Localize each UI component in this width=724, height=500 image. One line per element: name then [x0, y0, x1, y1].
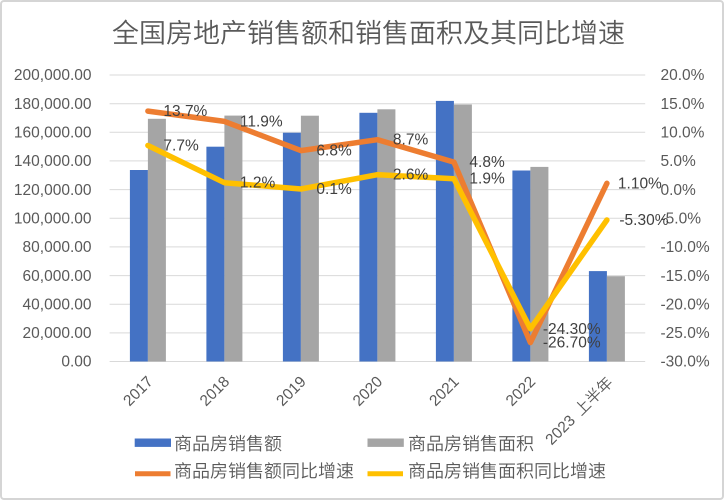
- svg-text:-26.70%: -26.70%: [543, 335, 601, 352]
- svg-text:7.7%: 7.7%: [163, 138, 199, 155]
- svg-text:40,000.00: 40,000.00: [23, 296, 92, 313]
- svg-text:-25.0%: -25.0%: [661, 325, 710, 342]
- svg-text:-5.0%: -5.0%: [661, 210, 702, 227]
- svg-text:-20.0%: -20.0%: [661, 296, 710, 313]
- svg-text:1.9%: 1.9%: [469, 171, 505, 188]
- svg-text:200,000.00: 200,000.00: [14, 67, 92, 84]
- svg-text:5.0%: 5.0%: [661, 153, 697, 170]
- svg-text:120,000.00: 120,000.00: [14, 182, 92, 199]
- svg-text:-30.0%: -30.0%: [661, 354, 710, 371]
- svg-text:60,000.00: 60,000.00: [23, 268, 92, 285]
- svg-text:0.1%: 0.1%: [316, 181, 352, 198]
- svg-text:20.0%: 20.0%: [661, 67, 705, 84]
- svg-text:80,000.00: 80,000.00: [23, 239, 92, 256]
- svg-text:1.10%: 1.10%: [618, 175, 662, 192]
- svg-text:13.7%: 13.7%: [163, 103, 207, 120]
- svg-text:-15.0%: -15.0%: [661, 268, 710, 285]
- svg-text:-10.0%: -10.0%: [661, 239, 710, 256]
- svg-text:100,000.00: 100,000.00: [14, 210, 92, 227]
- svg-text:6.8%: 6.8%: [316, 143, 352, 160]
- svg-text:15.0%: 15.0%: [661, 96, 705, 113]
- svg-text:180,000.00: 180,000.00: [14, 96, 92, 113]
- svg-text:20,000.00: 20,000.00: [23, 325, 92, 342]
- svg-text:10.0%: 10.0%: [661, 125, 705, 142]
- svg-text:0.00: 0.00: [61, 354, 92, 371]
- svg-text:-5.30%: -5.30%: [619, 212, 668, 229]
- svg-text:0.0%: 0.0%: [661, 182, 697, 199]
- svg-text:-24.30%: -24.30%: [543, 321, 601, 338]
- svg-text:160,000.00: 160,000.00: [14, 125, 92, 142]
- svg-text:2.6%: 2.6%: [393, 167, 429, 184]
- svg-text:8.7%: 8.7%: [393, 132, 429, 149]
- svg-text:1.2%: 1.2%: [240, 175, 276, 192]
- svg-text:11.9%: 11.9%: [240, 113, 283, 130]
- svg-text:140,000.00: 140,000.00: [14, 153, 92, 170]
- svg-text:4.8%: 4.8%: [469, 154, 505, 171]
